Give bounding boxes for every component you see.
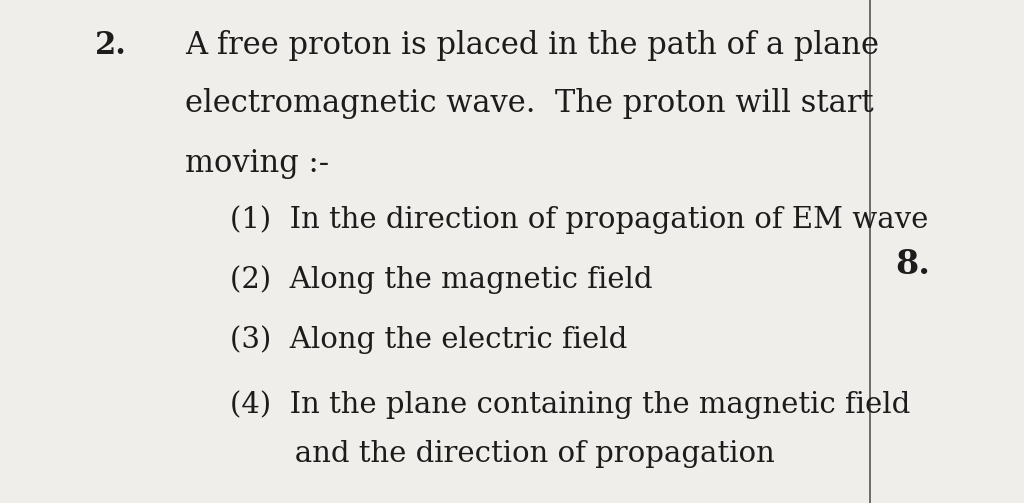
Text: 2.: 2. [95,30,127,61]
Text: and the direction of propagation: and the direction of propagation [230,440,775,468]
Text: electromagnetic wave.  The proton will start: electromagnetic wave. The proton will st… [185,88,873,119]
Text: (2)  Along the magnetic field: (2) Along the magnetic field [230,265,652,294]
Text: (1)  In the direction of propagation of EM wave: (1) In the direction of propagation of E… [230,205,929,234]
Text: moving :-: moving :- [185,148,329,179]
Text: (4)  In the plane containing the magnetic field: (4) In the plane containing the magnetic… [230,390,910,419]
Text: (3)  Along the electric field: (3) Along the electric field [230,325,628,354]
Text: A free proton is placed in the path of a plane: A free proton is placed in the path of a… [185,30,879,61]
Text: 8.: 8. [895,248,930,282]
